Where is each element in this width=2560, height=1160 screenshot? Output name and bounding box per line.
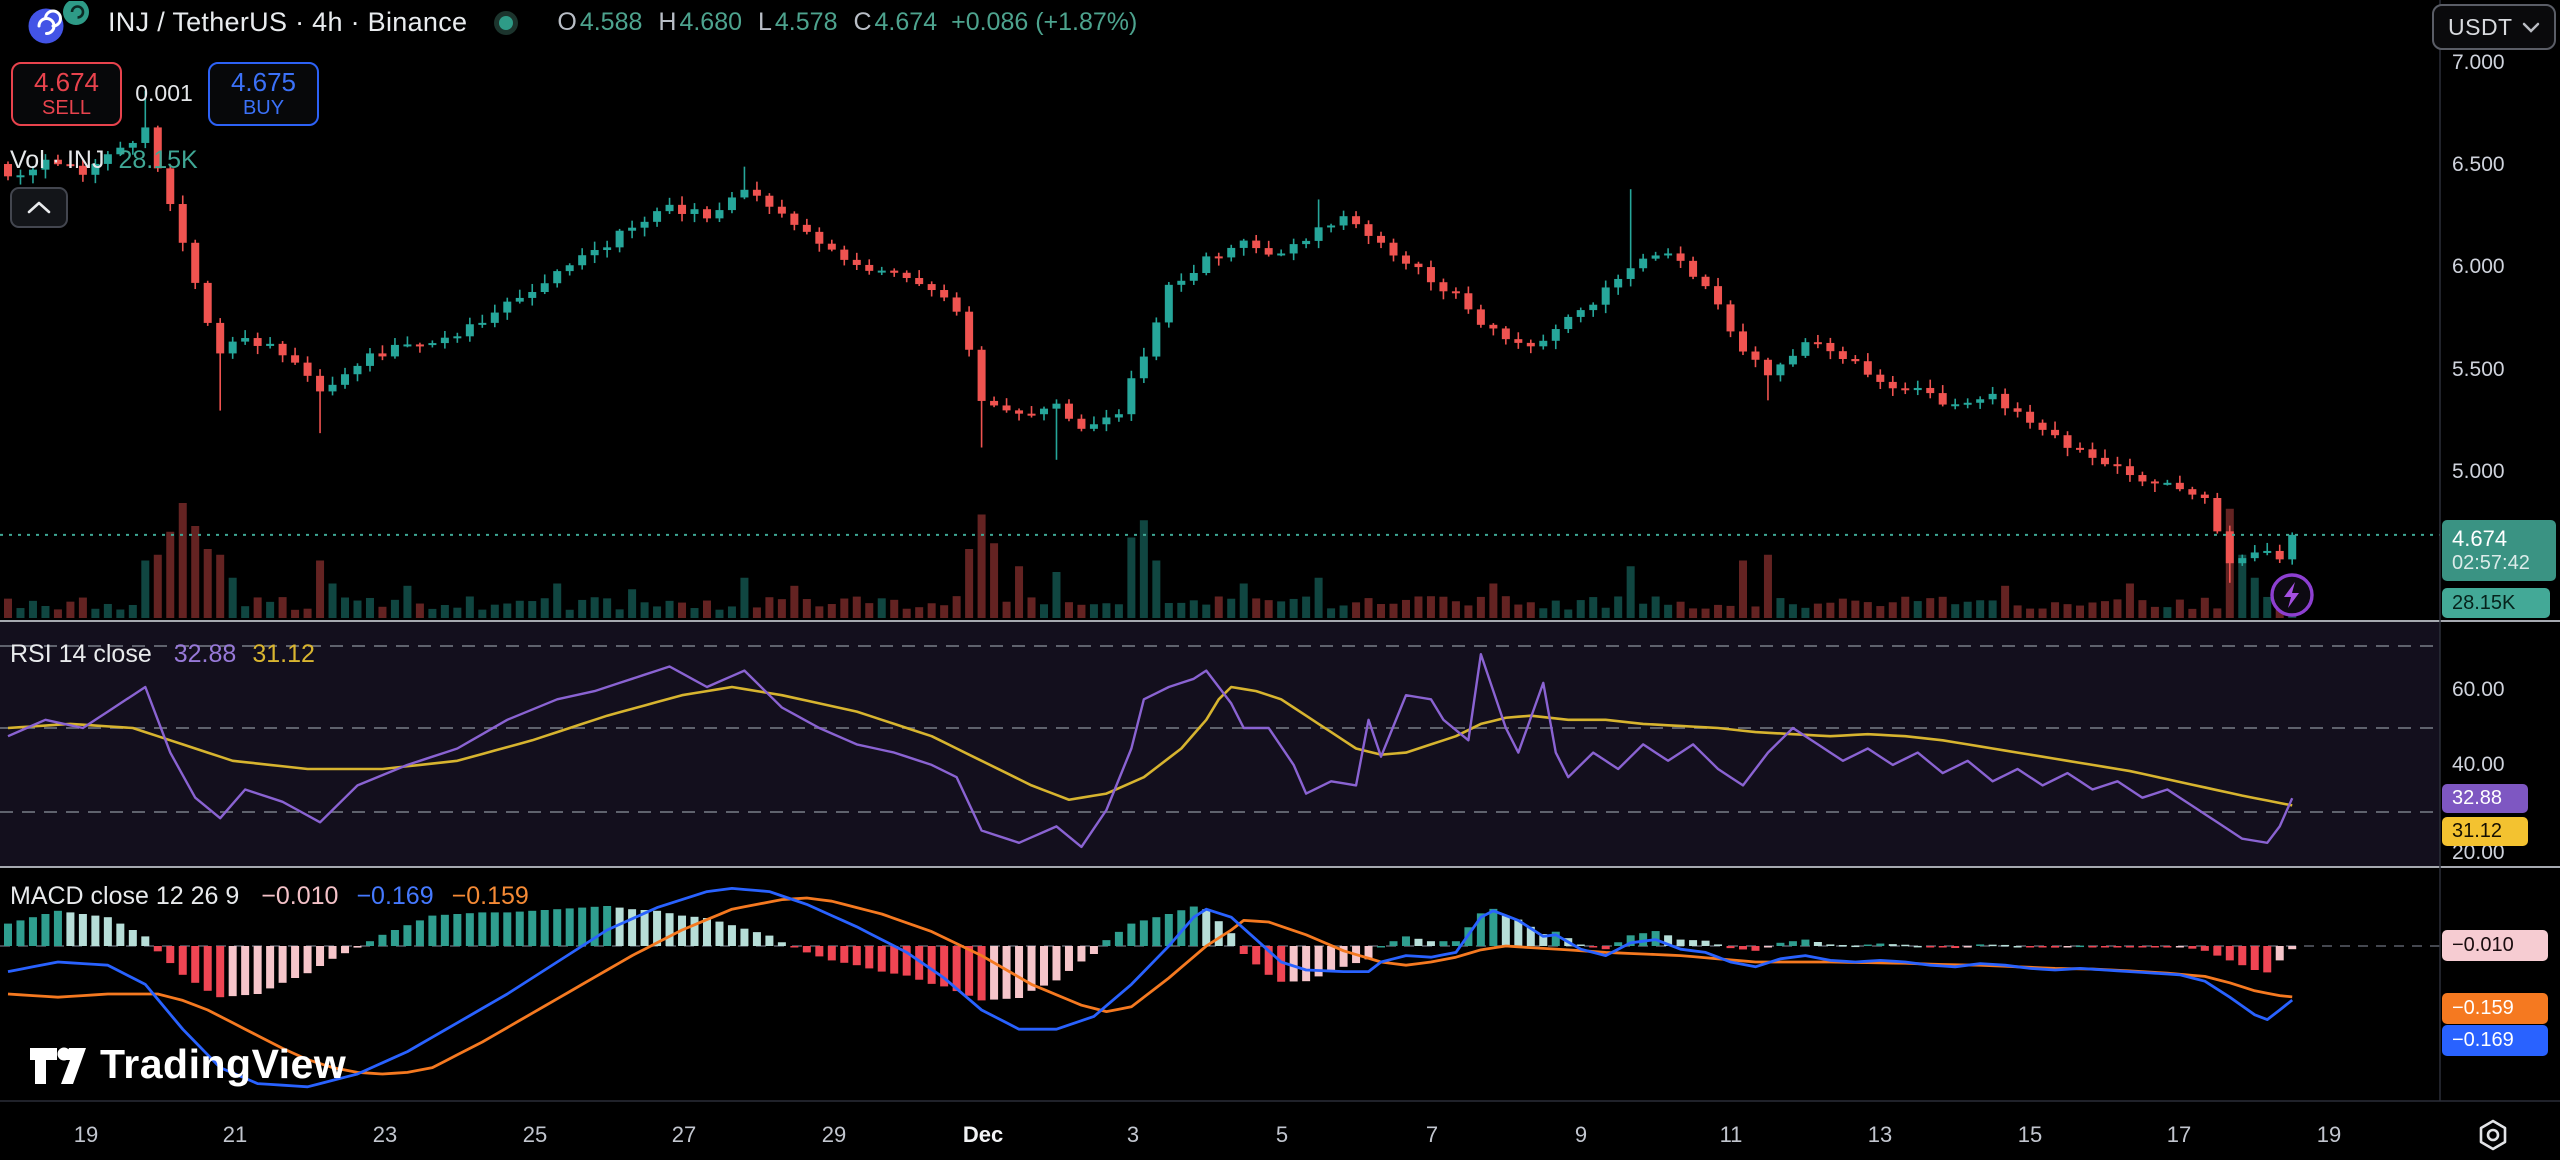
price-axis-label: 5.500 (2452, 358, 2505, 381)
rsi-axis-label: 40.00 (2452, 753, 2505, 776)
price-axis-label: 5.000 (2452, 460, 2505, 483)
ohlc-high-value: 4.680 (679, 8, 742, 36)
inj-logo-icon (37, 9, 62, 35)
time-axis-label: 29 (821, 1122, 847, 1147)
tradingview-logo-icon (30, 1047, 86, 1084)
buy-price: 4.675 (230, 67, 297, 98)
time-axis-label: 25 (522, 1122, 548, 1147)
time-axis-label: 19 (73, 1122, 99, 1147)
volume-indicator-row[interactable]: Vol · INJ 28.15K (10, 146, 198, 175)
ohlc-readout: O 4.588 H 4.680 L 4.578 C 4.674 +0.086 (+1.8… (541, 8, 1137, 37)
sell-price: 4.674 (33, 67, 100, 98)
ohlc-open-label: O (557, 8, 577, 36)
buy-button[interactable]: 4.675 BUY (208, 62, 319, 126)
price-axis-label: 6.500 (2452, 153, 2505, 176)
gear-icon (2479, 1119, 2507, 1151)
lightning-icon (2284, 582, 2299, 608)
symbol-title[interactable]: INJ / TetherUS · 4h · Binance (108, 7, 468, 37)
symbol-logos (26, 0, 98, 45)
chevron-up-icon (27, 201, 51, 213)
ohlc-open-value: 4.588 (579, 8, 643, 36)
spread-value: 0.001 (135, 80, 193, 106)
time-axis-label: 15 (2017, 1122, 2043, 1147)
rsi-ma-tag: 31.12 (2442, 817, 2528, 846)
macd-title: MACD close 12 26 9 (10, 882, 240, 910)
price-axis-label: 7.000 (2452, 51, 2505, 74)
time-axis-label: 13 (1867, 1122, 1893, 1147)
time-axis-label: 9 (1574, 1122, 1588, 1147)
time-axis-label: Dec (962, 1122, 1004, 1147)
symbol-header: INJ / TetherUS · 4h · Binance O 4.588 H 4.… (0, 0, 2420, 45)
time-axis-label: 21 (222, 1122, 248, 1147)
time-axis-label: 5 (1275, 1122, 1289, 1147)
time-axis-label: 7 (1425, 1122, 1439, 1147)
current-price-tag: 4.674 02:57:42 (2442, 520, 2556, 581)
volume-indicator-label: Vol · INJ (10, 146, 105, 174)
macd-hist-value: −0.010 (261, 882, 339, 910)
chevron-down-icon (2522, 22, 2540, 33)
instant-trading-button[interactable] (2268, 571, 2316, 619)
rsi-line-value: 32.88 (173, 640, 237, 668)
tradingview-watermark-text: TradingView (100, 1040, 347, 1087)
macd-line-value: −0.169 (356, 882, 434, 910)
bar-countdown: 02:57:42 (2452, 552, 2530, 575)
ohlc-low-value: 4.578 (774, 8, 838, 36)
currency-selector[interactable]: USDT (2432, 4, 2556, 50)
rsi-indicator-row[interactable]: RSI 14 close 32.88 31.12 (10, 640, 315, 669)
macd-signal-value: −0.159 (451, 882, 529, 910)
macd-signal-tag: −0.159 (2442, 993, 2548, 1024)
ohlc-close-label: C (853, 8, 872, 36)
time-axis-label: 23 (372, 1122, 398, 1147)
volume-indicator-value: 28.15K (118, 146, 198, 174)
price-axis-label: 6.000 (2452, 255, 2505, 278)
time-axis-label: 27 (671, 1122, 697, 1147)
macd-indicator-row[interactable]: MACD close 12 26 9 −0.010 −0.169 −0.159 (10, 882, 529, 911)
ohlc-change-value: +0.086 (+1.87%) (951, 8, 1138, 36)
time-axis-label: 11 (1719, 1122, 1743, 1147)
timezone-settings-button[interactable] (2472, 1114, 2514, 1156)
buy-label: BUY (242, 97, 285, 120)
sell-button[interactable]: 4.674 SELL (11, 62, 122, 126)
sell-label: SELL (42, 97, 91, 120)
currency-selector-label: USDT (2448, 13, 2513, 40)
exchange-logo-icon (28, 0, 89, 43)
rsi-line-tag: 32.88 (2442, 784, 2528, 813)
volume-tag: 28.15K (2442, 588, 2550, 618)
time-axis-label: 19 (2316, 1122, 2342, 1147)
rsi-axis-label: 20.00 (2452, 841, 2505, 864)
tradingview-watermark[interactable]: TradingView (28, 1040, 346, 1088)
ohlc-close-value: 4.674 (874, 8, 938, 36)
ohlc-low-label: L (758, 8, 772, 36)
rsi-axis-label: 60.00 (2452, 678, 2505, 701)
ohlc-high-label: H (658, 8, 677, 36)
time-axis-label: 17 (2166, 1122, 2192, 1147)
rsi-title: RSI 14 close (10, 640, 152, 668)
collapse-panel-button[interactable] (10, 187, 68, 228)
macd-line-tag: −0.169 (2442, 1025, 2548, 1056)
rsi-ma-value: 31.12 (252, 640, 315, 668)
macd-hist-tag: −0.010 (2442, 930, 2548, 961)
market-status-icon[interactable] (493, 10, 519, 36)
current-price-value: 4.674 (2452, 525, 2508, 551)
time-axis-label: 3 (1126, 1122, 1140, 1147)
